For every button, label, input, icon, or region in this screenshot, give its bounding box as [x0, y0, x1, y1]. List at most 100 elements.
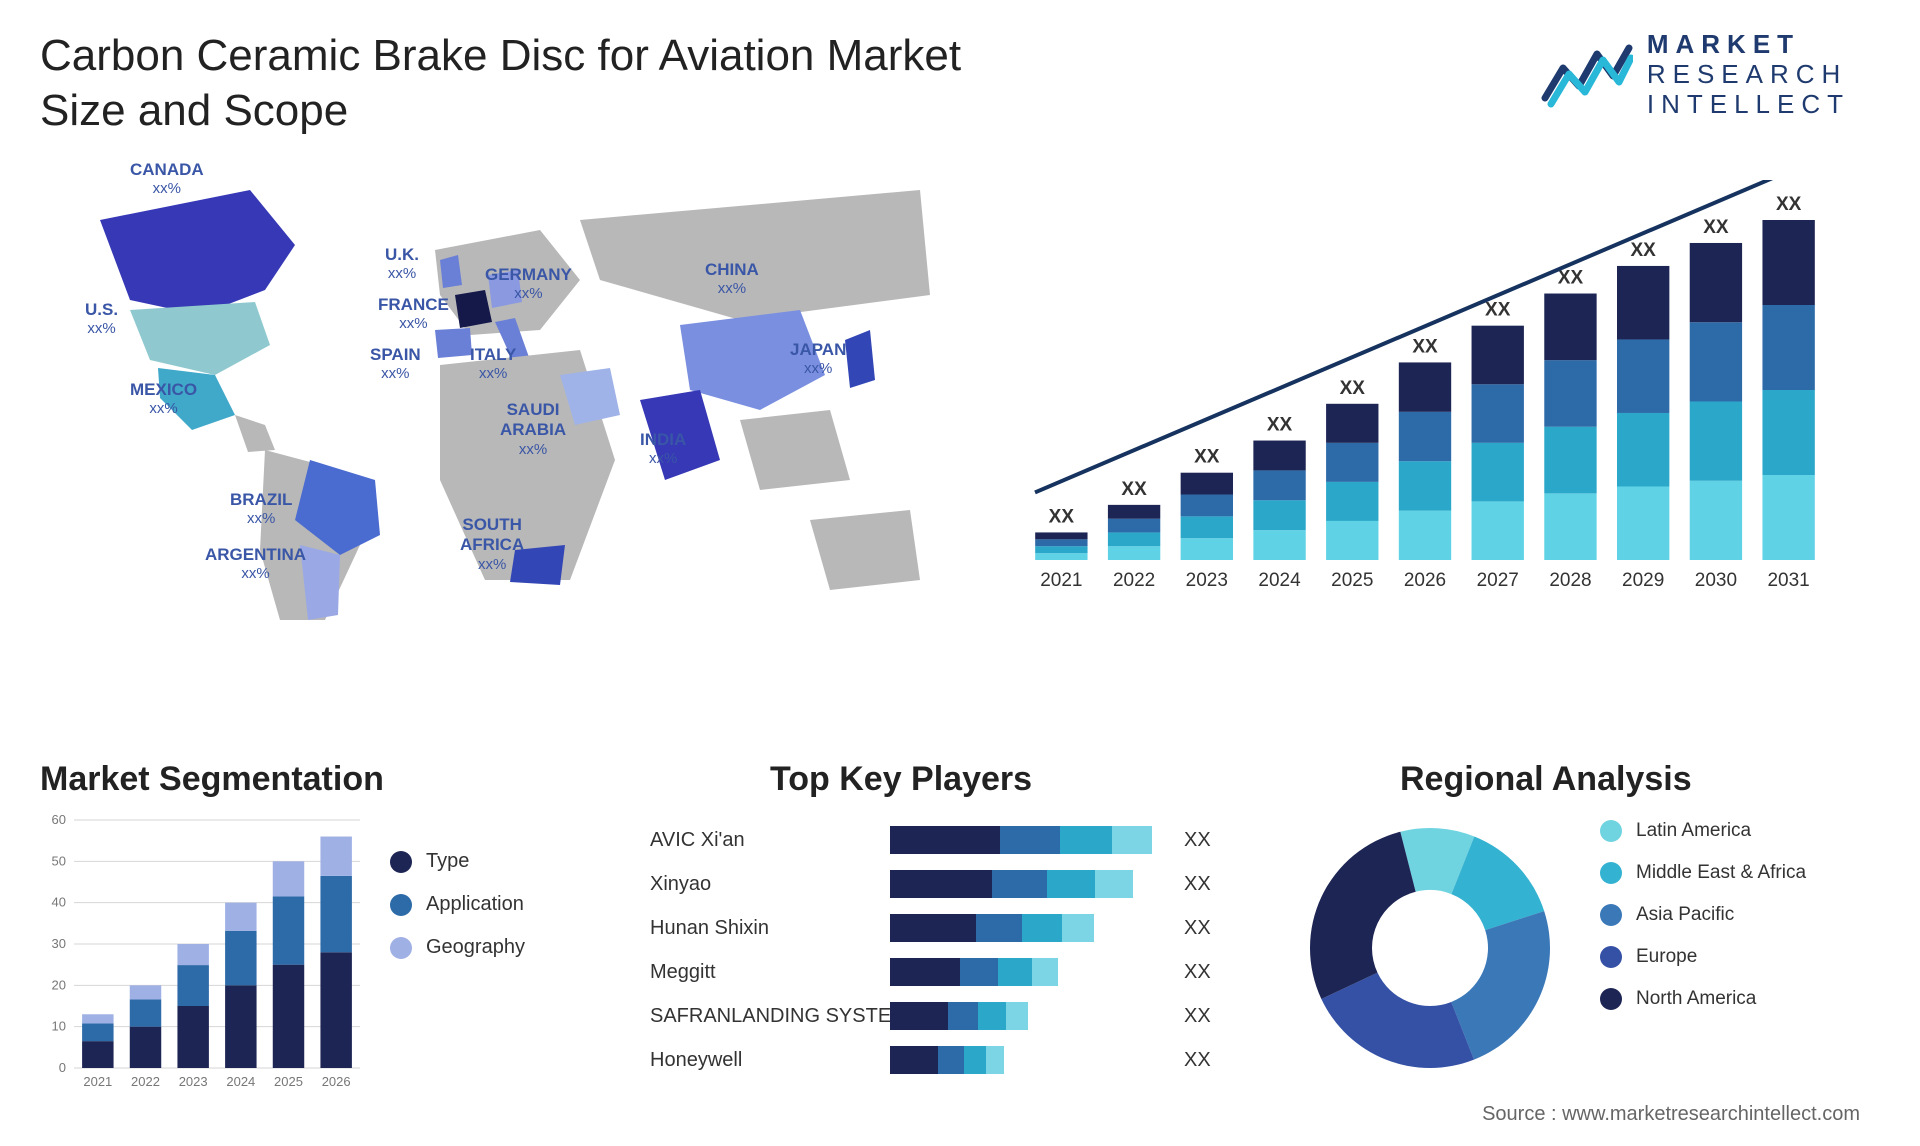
bar-year-label: 2023: [1186, 570, 1228, 591]
player-name: SAFRANLANDING SYSTEMS: [650, 1005, 890, 1028]
legend-label: Europe: [1636, 946, 1697, 968]
player-bar: [890, 1002, 1170, 1030]
bar-top-label: XX: [1631, 240, 1657, 261]
map-label-u.s.: U.S.xx%: [85, 300, 118, 338]
seg-ylabel: 10: [52, 1019, 66, 1034]
page-title: Carbon Ceramic Brake Disc for Aviation M…: [40, 28, 1040, 138]
player-bar: [890, 826, 1170, 854]
market-size-chart: XX2021XX2022XX2023XX2024XX2025XX2026XX20…: [1005, 180, 1845, 620]
bar-seg: [1181, 516, 1233, 538]
bar-top-label: XX: [1121, 479, 1147, 500]
bar-top-label: XX: [1412, 336, 1438, 357]
player-bar-seg: [976, 914, 1022, 942]
map-region-centralam: [235, 415, 275, 452]
seg-year: 2024: [226, 1074, 255, 1089]
legend-swatch: [390, 894, 412, 916]
bar-year-label: 2022: [1113, 570, 1155, 591]
map-label-china: CHINAxx%: [705, 260, 759, 298]
bar-seg: [1762, 390, 1814, 475]
bar-top-label: XX: [1485, 300, 1511, 321]
seg-ylabel: 0: [59, 1060, 66, 1075]
player-bar-seg: [890, 1002, 948, 1030]
seg-bar: [82, 1023, 113, 1041]
donut-slice: [1451, 911, 1550, 1060]
donut-slice: [1310, 832, 1416, 999]
legend-label: Latin America: [1636, 820, 1751, 842]
legend-swatch: [390, 937, 412, 959]
player-bar-seg: [978, 1002, 1006, 1030]
legend-swatch: [1600, 862, 1622, 884]
seg-year: 2025: [274, 1074, 303, 1089]
bar-year-label: 2026: [1404, 570, 1446, 591]
player-bar-seg: [890, 958, 960, 986]
segmentation-section: Market Segmentation 01020304050602021202…: [40, 760, 600, 1100]
bar-seg: [1617, 486, 1669, 560]
player-value: XX: [1184, 873, 1211, 896]
players-list: AVIC Xi'anXXXinyaoXXHunan ShixinXXMeggit…: [650, 818, 1250, 1082]
player-value: XX: [1184, 1005, 1211, 1028]
bar-year-label: 2028: [1549, 570, 1591, 591]
bar-top-label: XX: [1558, 268, 1584, 289]
regional-legend-item: North America: [1600, 988, 1806, 1010]
bar-seg: [1762, 305, 1814, 390]
bar-seg: [1181, 538, 1233, 560]
player-name: Hunan Shixin: [650, 917, 890, 940]
segmentation-legend: TypeApplicationGeography: [390, 850, 525, 979]
regional-legend-item: Middle East & Africa: [1600, 862, 1806, 884]
seg-legend-item: Application: [390, 893, 525, 916]
bar-seg: [1690, 401, 1742, 480]
bar-seg: [1253, 500, 1305, 530]
legend-swatch: [1600, 988, 1622, 1010]
bar-seg: [1181, 473, 1233, 495]
bar-seg: [1253, 441, 1305, 471]
bar-seg: [1108, 505, 1160, 519]
player-value: XX: [1184, 1049, 1211, 1072]
bar-seg: [1108, 546, 1160, 560]
regional-legend-item: Latin America: [1600, 820, 1806, 842]
bar-seg: [1399, 362, 1451, 411]
segmentation-chart: 0102030405060202120222023202420252026: [40, 810, 370, 1100]
bar-seg: [1472, 443, 1524, 502]
player-bar-seg: [1060, 826, 1112, 854]
logo-icon: [1541, 40, 1633, 110]
bar-seg: [1399, 511, 1451, 560]
bar-seg: [1544, 360, 1596, 427]
player-name: Honeywell: [650, 1049, 890, 1072]
legend-label: Application: [426, 893, 524, 916]
map-region-russia: [580, 190, 930, 320]
bar-year-label: 2025: [1331, 570, 1373, 591]
player-bar-seg: [1047, 870, 1095, 898]
player-value: XX: [1184, 961, 1211, 984]
seg-bar: [177, 1006, 208, 1068]
map-region-seasia: [740, 410, 850, 490]
seg-bar: [177, 965, 208, 1006]
player-bar: [890, 958, 1170, 986]
legend-swatch: [1600, 820, 1622, 842]
player-name: AVIC Xi'an: [650, 829, 890, 852]
key-players-section: Top Key Players AVIC Xi'anXXXinyaoXXHuna…: [650, 760, 1260, 1100]
bar-seg: [1108, 532, 1160, 546]
bar-seg: [1253, 470, 1305, 500]
bar-seg: [1399, 461, 1451, 510]
bar-seg: [1690, 243, 1742, 322]
bar-seg: [1690, 322, 1742, 401]
seg-bar: [225, 985, 256, 1068]
player-bar-seg: [1000, 826, 1060, 854]
seg-ylabel: 50: [52, 853, 66, 868]
bar-seg: [1108, 519, 1160, 533]
bar-seg: [1544, 427, 1596, 494]
seg-bar: [320, 876, 351, 952]
seg-bar: [130, 999, 161, 1026]
logo-line-2: RESEARCH: [1647, 60, 1850, 90]
map-label-spain: SPAINxx%: [370, 345, 421, 383]
bar-seg: [1035, 546, 1087, 553]
player-bar-seg: [1095, 870, 1133, 898]
bar-seg: [1326, 404, 1378, 443]
logo-line-3: INTELLECT: [1647, 90, 1850, 120]
bar-seg: [1181, 495, 1233, 517]
bar-seg: [1617, 266, 1669, 340]
player-bar-seg: [998, 958, 1032, 986]
seg-bar: [273, 896, 304, 964]
player-value: XX: [1184, 917, 1211, 940]
map-label-argentina: ARGENTINAxx%: [205, 545, 306, 583]
